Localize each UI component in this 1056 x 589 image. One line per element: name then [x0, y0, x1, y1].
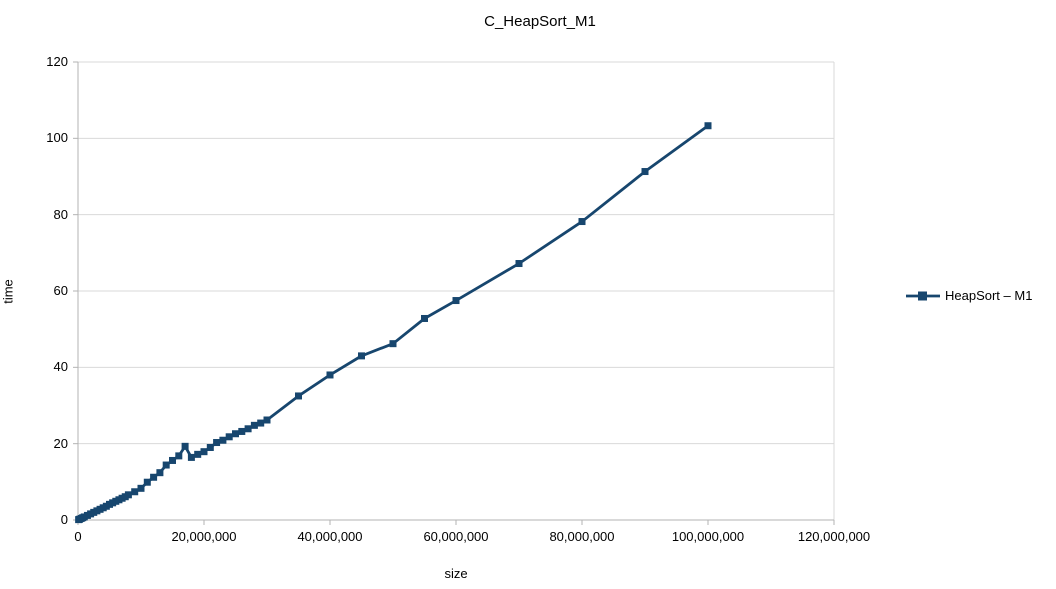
- data-point-marker: [162, 461, 170, 469]
- x-tick-label: 20,000,000: [171, 529, 237, 544]
- x-tick-label: 60,000,000: [423, 529, 489, 544]
- data-point-marker: [137, 484, 145, 492]
- data-point-marker: [187, 453, 195, 461]
- data-point-marker: [200, 448, 208, 456]
- data-point-marker: [263, 416, 271, 424]
- data-point-marker: [257, 419, 265, 427]
- chart-title: C_HeapSort_M1: [484, 13, 596, 30]
- x-tick-label: 120,000,000: [797, 529, 871, 544]
- data-point-marker: [238, 427, 246, 435]
- legend-label: HeapSort – M1: [945, 288, 1033, 303]
- y-axis-title: time: [0, 279, 16, 304]
- x-tick-label: 100,000,000: [671, 529, 745, 544]
- y-tick-label: 20: [53, 435, 68, 451]
- data-point-marker: [515, 260, 523, 268]
- y-tick-label: 0: [60, 512, 68, 527]
- data-point-marker: [421, 314, 428, 322]
- x-tick-label: 0: [74, 529, 82, 544]
- y-tick-label: 120: [46, 54, 68, 69]
- data-point-marker: [225, 433, 233, 441]
- y-tick-label: 100: [46, 130, 68, 146]
- y-tick-label: 80: [53, 206, 68, 222]
- data-point-marker: [641, 168, 649, 176]
- data-point-marker: [143, 478, 151, 486]
- data-point-marker: [578, 218, 586, 226]
- data-point-marker: [181, 442, 189, 450]
- data-point-marker: [124, 491, 132, 499]
- data-point-marker: [232, 430, 239, 438]
- data-point-marker: [295, 392, 302, 400]
- data-point-marker: [206, 443, 214, 451]
- data-point-marker: [219, 436, 227, 444]
- y-tick-label: 60: [53, 283, 68, 298]
- data-point-marker: [704, 122, 712, 130]
- data-point-marker: [194, 450, 202, 458]
- data-point-marker: [150, 473, 158, 481]
- data-point-marker: [169, 456, 176, 464]
- x-tick-label: 40,000,000: [297, 529, 363, 544]
- data-point-marker: [156, 469, 164, 477]
- legend-line-marker-icon: [906, 291, 940, 300]
- data-point-marker: [326, 371, 334, 379]
- data-point-marker: [250, 421, 258, 429]
- x-axis-title: size: [444, 566, 468, 581]
- data-point-marker: [452, 297, 460, 305]
- legend-marker-icon: [918, 291, 927, 300]
- data-point-marker: [131, 488, 139, 496]
- data-point-marker: [175, 452, 183, 460]
- data-point-marker: [213, 439, 221, 447]
- x-tick-label: 80,000,000: [549, 529, 615, 544]
- y-tick-label: 40: [53, 359, 68, 375]
- data-point-marker: [389, 340, 397, 348]
- data-point-marker: [244, 425, 252, 433]
- data-point-marker: [358, 352, 365, 360]
- legend: HeapSort – M1: [906, 288, 1032, 303]
